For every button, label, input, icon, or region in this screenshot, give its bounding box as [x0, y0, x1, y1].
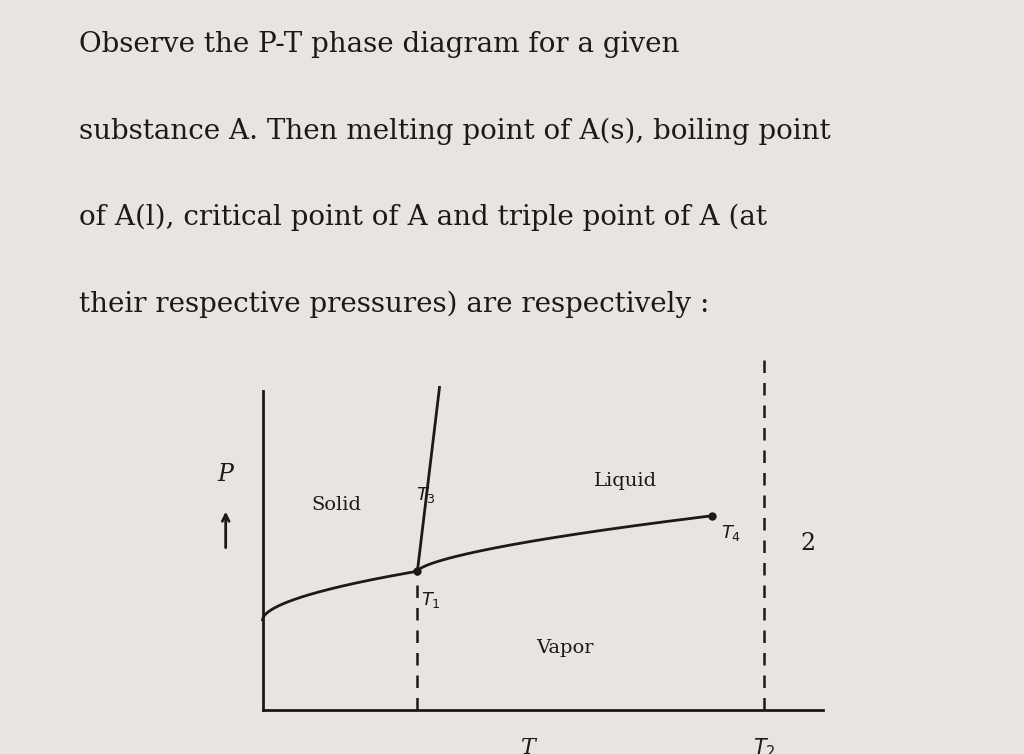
Text: $T_3$: $T_3$ — [416, 485, 436, 505]
Text: $T_4$: $T_4$ — [721, 523, 741, 543]
Text: substance A. Then melting point of A(s), boiling point: substance A. Then melting point of A(s),… — [79, 117, 830, 145]
Text: P: P — [218, 463, 233, 486]
Text: $T_1$: $T_1$ — [421, 590, 441, 610]
Text: T: T — [520, 737, 536, 754]
Text: 2: 2 — [801, 532, 816, 555]
Text: Liquid: Liquid — [594, 472, 657, 490]
Text: Observe the P-T phase diagram for a given: Observe the P-T phase diagram for a give… — [79, 30, 679, 57]
Text: $T_2$: $T_2$ — [753, 737, 775, 754]
Text: Solid: Solid — [311, 496, 361, 514]
Text: their respective pressures) are respectively :: their respective pressures) are respecti… — [79, 291, 709, 318]
Text: Vapor: Vapor — [537, 639, 594, 657]
Text: of A(l), critical point of A and triple point of A (at: of A(l), critical point of A and triple … — [79, 204, 767, 231]
